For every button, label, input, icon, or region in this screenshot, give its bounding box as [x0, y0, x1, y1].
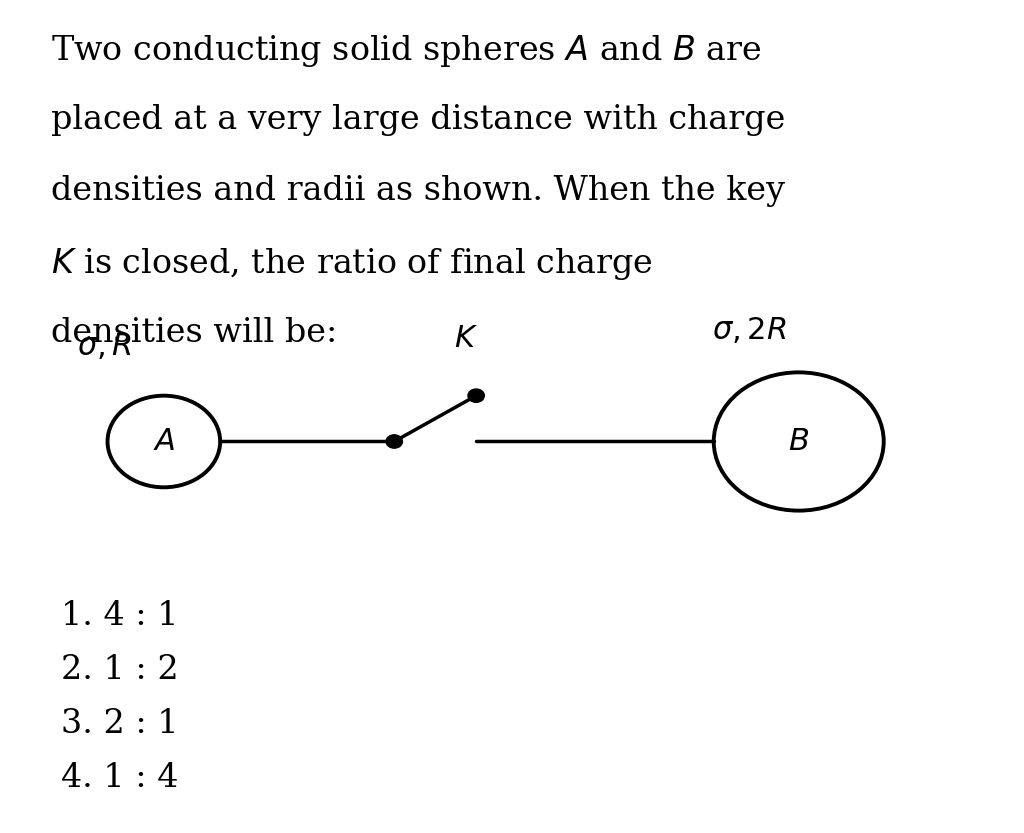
Text: placed at a very large distance with charge: placed at a very large distance with cha… [51, 104, 785, 136]
Text: densities will be:: densities will be: [51, 317, 338, 348]
Text: $\mathit{A}$: $\mathit{A}$ [153, 426, 175, 457]
Text: 1. 4 : 1: 1. 4 : 1 [61, 600, 179, 631]
Circle shape [468, 389, 484, 402]
Text: $\mathit{K}$ is closed, the ratio of final charge: $\mathit{K}$ is closed, the ratio of fin… [51, 246, 653, 282]
Circle shape [386, 435, 402, 448]
Text: 4. 1 : 4: 4. 1 : 4 [61, 762, 179, 794]
Text: 2. 1 : 2: 2. 1 : 2 [61, 654, 179, 686]
Text: $\mathit{K}$: $\mathit{K}$ [454, 323, 478, 354]
Text: 3. 2 : 1: 3. 2 : 1 [61, 708, 179, 740]
Text: $\mathit{B}$: $\mathit{B}$ [788, 426, 809, 457]
Text: densities and radii as shown. When the key: densities and radii as shown. When the k… [51, 175, 785, 207]
Text: $\sigma, 2R$: $\sigma, 2R$ [712, 315, 786, 346]
Text: $\sigma, R$: $\sigma, R$ [77, 332, 132, 362]
Text: Two conducting solid spheres $\mathit{A}$ and $\mathit{B}$ are: Two conducting solid spheres $\mathit{A}… [51, 33, 762, 69]
